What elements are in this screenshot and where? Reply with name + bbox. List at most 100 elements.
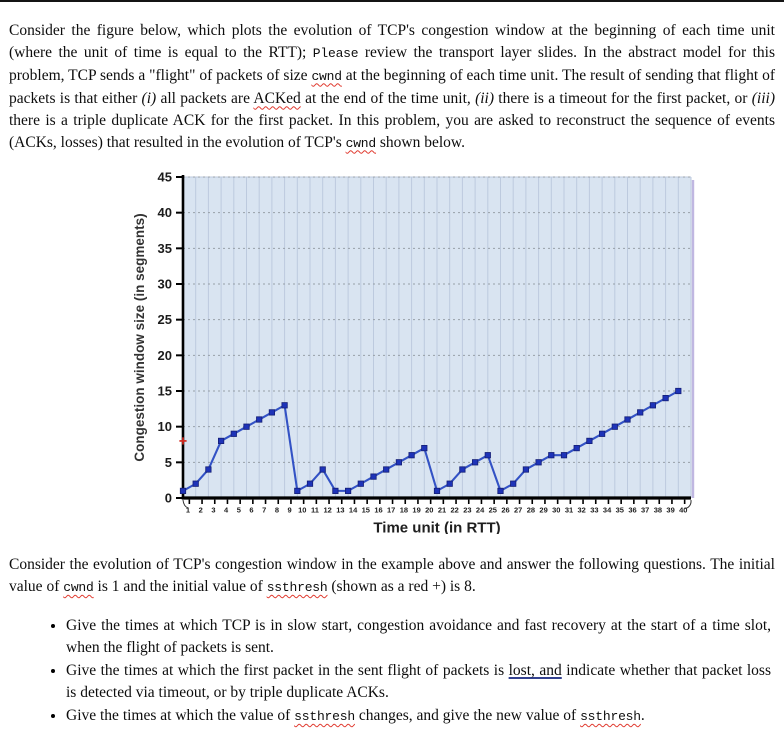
data-point-marker (675, 387, 682, 395)
svg-text:13: 13 (336, 506, 344, 515)
data-point-marker (306, 480, 314, 487)
svg-text:11: 11 (311, 506, 319, 515)
svg-text:25: 25 (158, 312, 172, 327)
data-point-marker (446, 480, 453, 487)
svg-text:17: 17 (387, 506, 395, 515)
svg-text:0: 0 (165, 491, 172, 506)
svg-text:21: 21 (438, 506, 446, 515)
svg-text:35: 35 (616, 506, 624, 515)
text-segment: Give the times at which the value of (66, 707, 295, 724)
data-point-marker (408, 452, 415, 459)
svg-text:40: 40 (158, 205, 172, 220)
text-segment: shown below. (376, 133, 465, 151)
data-point-marker (662, 394, 669, 402)
text-segment: (ii) (475, 89, 494, 107)
svg-text:5: 5 (237, 506, 241, 515)
text-segment: . (640, 707, 645, 724)
data-point-marker (332, 487, 339, 495)
text-segment: Consider the figure below, which plots t… (9, 21, 775, 61)
text-segment: (shown as a red +) is 8. (327, 578, 476, 595)
svg-text:20: 20 (158, 348, 172, 363)
data-point-marker (243, 423, 250, 430)
data-point-marker (192, 480, 199, 487)
intro-paragraph: Consider the figure below, which plots t… (9, 20, 775, 155)
x-axis: 1 2 3 4 5 6 7 8 9 10 11 12 13 14 15 16 17 18 19 20 21 22 23 24 2… (181, 496, 692, 515)
data-point-marker (319, 466, 326, 473)
data-point-marker (230, 430, 237, 437)
text-segment: there is a timeout for the first packet,… (494, 89, 752, 107)
svg-text:24: 24 (476, 506, 485, 515)
data-point-marker (637, 409, 644, 416)
data-point-marker (383, 466, 390, 473)
data-point-marker (281, 402, 288, 409)
cwnd-series (179, 387, 682, 495)
text-segment: Give the times at which TCP is in slow s… (66, 617, 771, 656)
svg-text:14: 14 (349, 506, 358, 515)
data-point-marker (560, 452, 568, 459)
svg-text:15: 15 (362, 506, 370, 515)
text-segment: (i) (141, 89, 157, 107)
svg-text:30: 30 (552, 506, 560, 515)
svg-text:2: 2 (199, 506, 203, 515)
svg-text:27: 27 (514, 506, 522, 515)
question-paragraph: Consider the evolution of TCP's congesti… (9, 554, 775, 599)
text-segment: ACKed (253, 89, 301, 107)
svg-text:45: 45 (158, 170, 172, 185)
svg-text:6: 6 (249, 506, 253, 515)
data-point-marker (256, 416, 263, 423)
data-point-marker (611, 423, 618, 430)
svg-text:30: 30 (158, 277, 172, 292)
svg-text:3: 3 (211, 506, 215, 515)
text-segment: at the end of the time unit, (300, 89, 476, 107)
data-point-marker (573, 444, 580, 452)
svg-text:39: 39 (666, 506, 674, 515)
vertical-gridlines (183, 176, 692, 498)
cwnd-chart-figure: 0 5 10 15 20 25 30 35 40 45 1 2 3 4 5 6 7 8 9 10 11 12 13 14 15 1… (130, 170, 775, 539)
data-point-marker (548, 452, 555, 459)
svg-text:29: 29 (539, 506, 547, 515)
text-segment: (iii) (751, 89, 775, 107)
text-segment: review the transport layer slides. In th… (9, 43, 775, 84)
data-point-marker (459, 466, 466, 473)
text-segment: Consider the evolution of TCP's congesti… (9, 556, 775, 595)
data-point-marker (535, 459, 542, 466)
svg-text:33: 33 (590, 506, 598, 515)
bullet-packet-loss-times: Give the times at which the first packet… (66, 660, 771, 703)
svg-text:35: 35 (158, 241, 172, 256)
svg-text:37: 37 (641, 506, 649, 515)
svg-text:5: 5 (165, 455, 172, 470)
svg-text:20: 20 (425, 506, 433, 515)
svg-text:36: 36 (628, 506, 636, 515)
data-point-marker (421, 444, 428, 452)
question-bullet-list: Give the times at which TCP is in slow s… (9, 615, 775, 728)
data-point-marker (598, 430, 606, 437)
text-segment: lost, and (508, 662, 562, 679)
text-segment: Please (312, 45, 359, 61)
text-segment: there is a triple duplicate ACK for the … (9, 111, 775, 151)
svg-text:26: 26 (501, 506, 509, 515)
svg-text:9: 9 (288, 506, 292, 515)
data-point-marker (497, 487, 504, 495)
first-tick-leader (182, 499, 189, 509)
svg-text:40: 40 (679, 506, 687, 515)
y-axis-title: Congestion window size (in segments) (132, 213, 147, 461)
svg-text:12: 12 (324, 506, 332, 515)
svg-text:18: 18 (400, 506, 408, 515)
data-point-marker (179, 487, 187, 495)
svg-text:38: 38 (654, 506, 662, 515)
svg-text:7: 7 (262, 506, 266, 515)
text-segment: ssthresh (266, 580, 328, 595)
data-point-marker (344, 487, 352, 495)
svg-text:34: 34 (603, 506, 612, 515)
data-point-marker (395, 459, 403, 466)
data-point-marker (370, 473, 377, 480)
data-point-marker (205, 466, 212, 473)
svg-text:25: 25 (489, 506, 497, 515)
data-point-marker (586, 437, 593, 445)
text-segment: cwnd (311, 68, 342, 84)
ssthresh-plus-marker (179, 437, 187, 445)
text-segment: indicate whether that packet loss is det… (66, 662, 771, 701)
data-point-marker (294, 487, 301, 495)
text-segment: ssthresh (294, 709, 355, 724)
